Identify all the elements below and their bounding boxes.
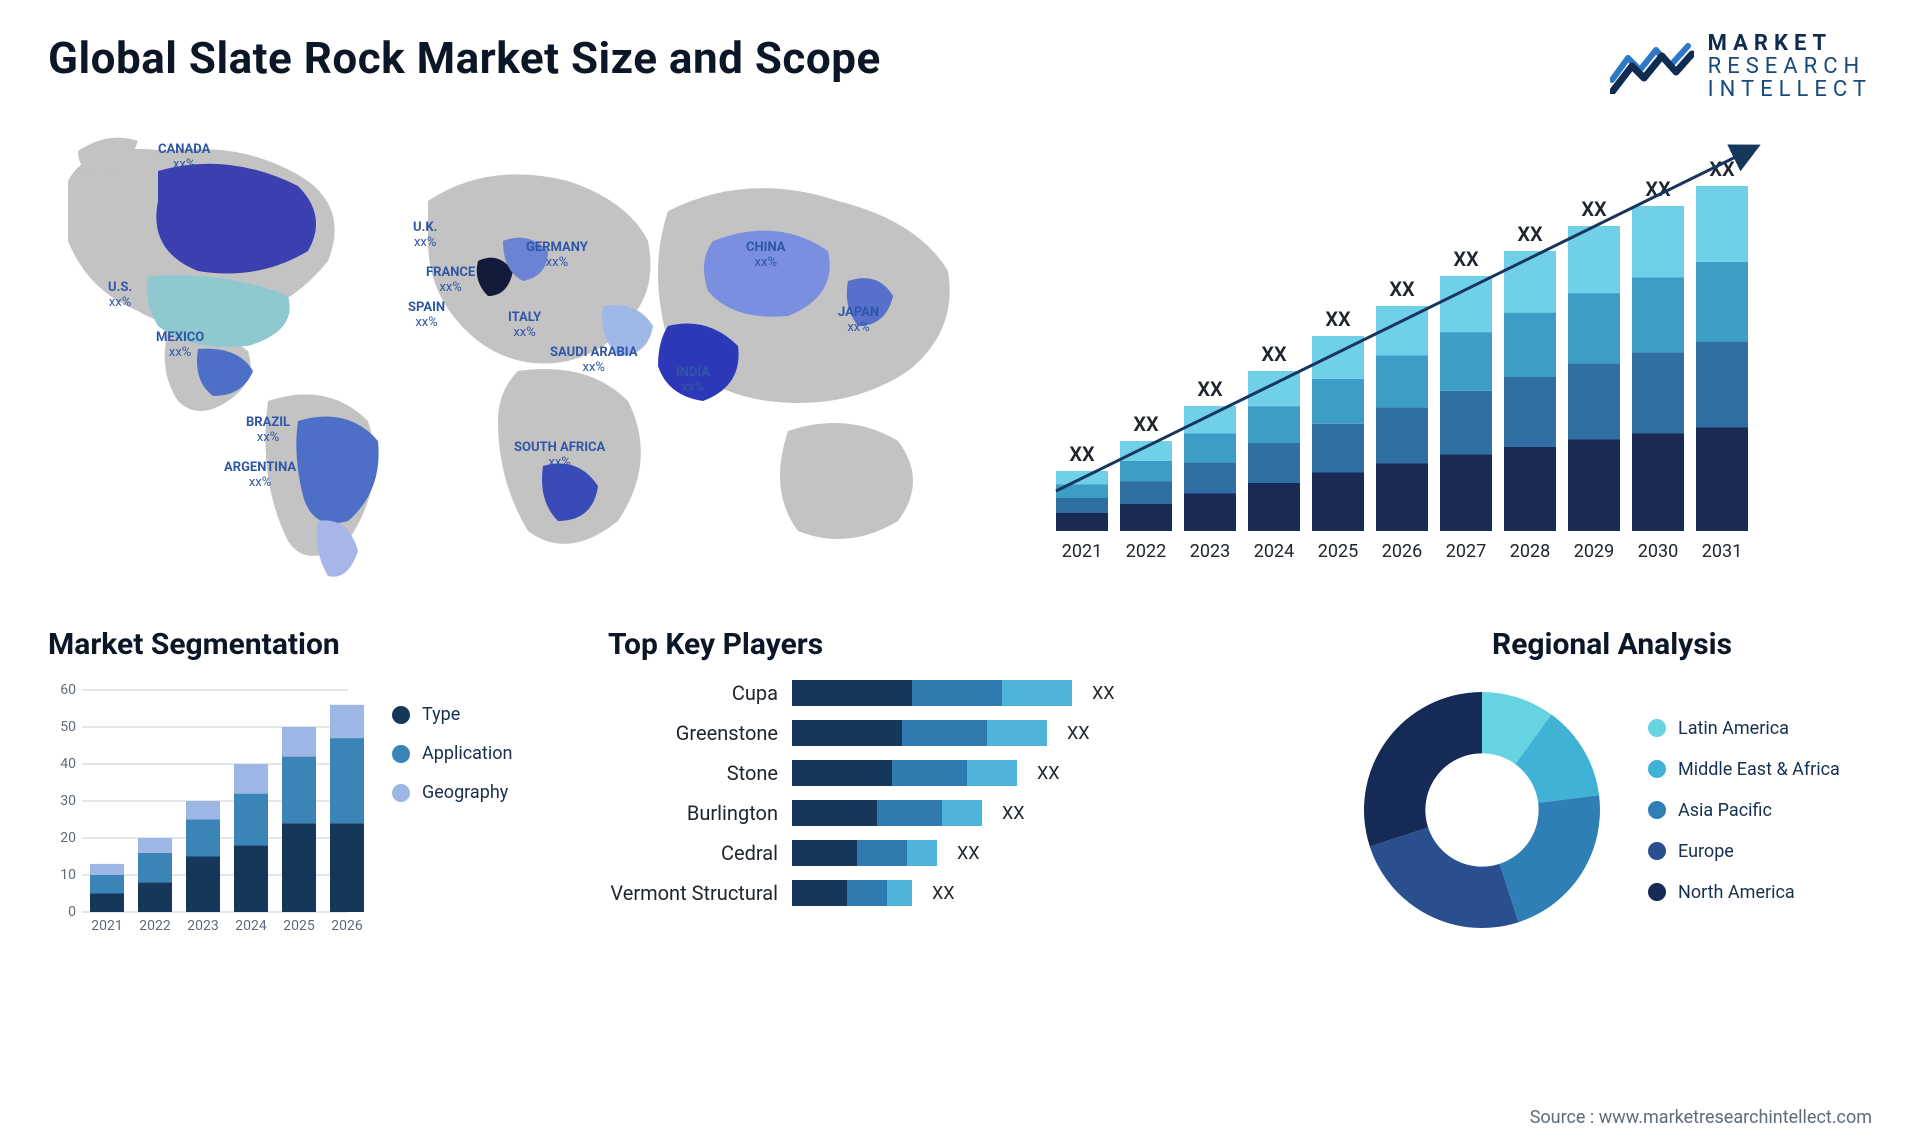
map-label: MEXICOxx% xyxy=(156,331,204,360)
svg-text:2025: 2025 xyxy=(283,918,315,934)
logo-text-2: RESEARCH xyxy=(1708,55,1872,78)
map-label: CANADAxx% xyxy=(158,143,210,172)
map-label: ARGENTINAxx% xyxy=(224,461,296,490)
svg-text:50: 50 xyxy=(60,719,76,735)
map-label: INDIAxx% xyxy=(676,366,710,395)
player-row: Vermont StructuralXX xyxy=(608,880,1312,906)
map-label: ITALYxx% xyxy=(508,311,541,340)
svg-text:2026: 2026 xyxy=(1382,541,1422,562)
growth-chart: XX 2021 XX 2022 XX 2023 XX 2024 XX 2025 XX 2026 XX 20… xyxy=(1036,121,1872,591)
svg-text:XX: XX xyxy=(1197,377,1223,401)
legend-item: North America xyxy=(1648,882,1840,903)
page-title: Global Slate Rock Market Size and Scope xyxy=(48,32,881,84)
logo-text-3: INTELLECT xyxy=(1708,78,1872,101)
svg-text:XX: XX xyxy=(1517,222,1543,246)
map-label: SPAINxx% xyxy=(408,301,445,330)
svg-text:0: 0 xyxy=(68,904,76,920)
svg-text:2023: 2023 xyxy=(187,918,218,934)
segmentation-section: Market Segmentation 0 10 20 30 40 50 60 2021 202… xyxy=(48,627,568,940)
svg-text:20: 20 xyxy=(60,830,76,846)
svg-text:60: 60 xyxy=(60,682,76,698)
svg-text:2025: 2025 xyxy=(1318,541,1358,562)
svg-text:2030: 2030 xyxy=(1638,541,1678,562)
svg-text:XX: XX xyxy=(1325,307,1351,331)
map-label: SAUDI ARABIAxx% xyxy=(550,346,637,375)
source-text: Source : www.marketresearchintellect.com xyxy=(1530,1107,1872,1128)
svg-text:10: 10 xyxy=(60,867,76,883)
map-label: GERMANYxx% xyxy=(526,241,588,270)
svg-text:2028: 2028 xyxy=(1510,541,1550,562)
regional-title: Regional Analysis xyxy=(1352,627,1872,662)
svg-text:2022: 2022 xyxy=(1126,541,1166,562)
svg-text:2021: 2021 xyxy=(1062,541,1102,562)
svg-text:XX: XX xyxy=(1581,197,1607,221)
legend-item: Type xyxy=(392,704,512,725)
legend-item: Geography xyxy=(392,782,512,803)
player-row: GreenstoneXX xyxy=(608,720,1312,746)
map-label: U.K.xx% xyxy=(413,221,437,250)
svg-text:2023: 2023 xyxy=(1190,541,1230,562)
map-label: U.S.xx% xyxy=(108,281,132,310)
svg-text:2031: 2031 xyxy=(1702,541,1742,562)
players-title: Top Key Players xyxy=(608,627,1312,662)
svg-text:XX: XX xyxy=(1069,442,1095,466)
map-label: CHINAxx% xyxy=(746,241,786,270)
svg-text:2022: 2022 xyxy=(139,918,171,934)
map-label: FRANCExx% xyxy=(426,266,475,295)
legend-item: Latin America xyxy=(1648,718,1840,739)
legend-item: Asia Pacific xyxy=(1648,800,1840,821)
player-row: BurlingtonXX xyxy=(608,800,1312,826)
svg-text:30: 30 xyxy=(60,793,76,809)
segmentation-title: Market Segmentation xyxy=(48,627,568,662)
players-section: Top Key Players CupaXX GreenstoneXX StoneX… xyxy=(608,627,1312,920)
svg-text:2029: 2029 xyxy=(1574,541,1614,562)
legend-item: Application xyxy=(392,743,512,764)
svg-text:XX: XX xyxy=(1133,412,1159,436)
brand-logo: MARKET RESEARCH INTELLECT xyxy=(1610,32,1872,101)
player-row: StoneXX xyxy=(608,760,1312,786)
svg-text:2027: 2027 xyxy=(1446,541,1486,562)
legend-item: Europe xyxy=(1648,841,1840,862)
world-map: CANADAxx% U.S.xx% MEXICOxx% BRAZILxx% ARGENT… xyxy=(48,121,988,591)
svg-text:XX: XX xyxy=(1453,247,1479,271)
svg-text:2026: 2026 xyxy=(331,918,363,934)
player-row: CupaXX xyxy=(608,680,1312,706)
logo-text-1: MARKET xyxy=(1708,32,1872,55)
logo-mark-icon xyxy=(1610,40,1694,94)
svg-text:2024: 2024 xyxy=(235,918,267,934)
map-label: JAPANxx% xyxy=(838,306,879,335)
svg-text:XX: XX xyxy=(1261,342,1287,366)
player-row: CedralXX xyxy=(608,840,1312,866)
map-label: BRAZILxx% xyxy=(246,416,290,445)
svg-text:2021: 2021 xyxy=(91,918,122,934)
regional-section: Regional Analysis Latin America Middle Ea… xyxy=(1352,627,1872,940)
svg-text:XX: XX xyxy=(1389,277,1415,301)
svg-text:40: 40 xyxy=(60,756,76,772)
svg-text:2024: 2024 xyxy=(1254,541,1294,562)
legend-item: Middle East & Africa xyxy=(1648,759,1840,780)
map-label: SOUTH AFRICAxx% xyxy=(514,441,605,470)
